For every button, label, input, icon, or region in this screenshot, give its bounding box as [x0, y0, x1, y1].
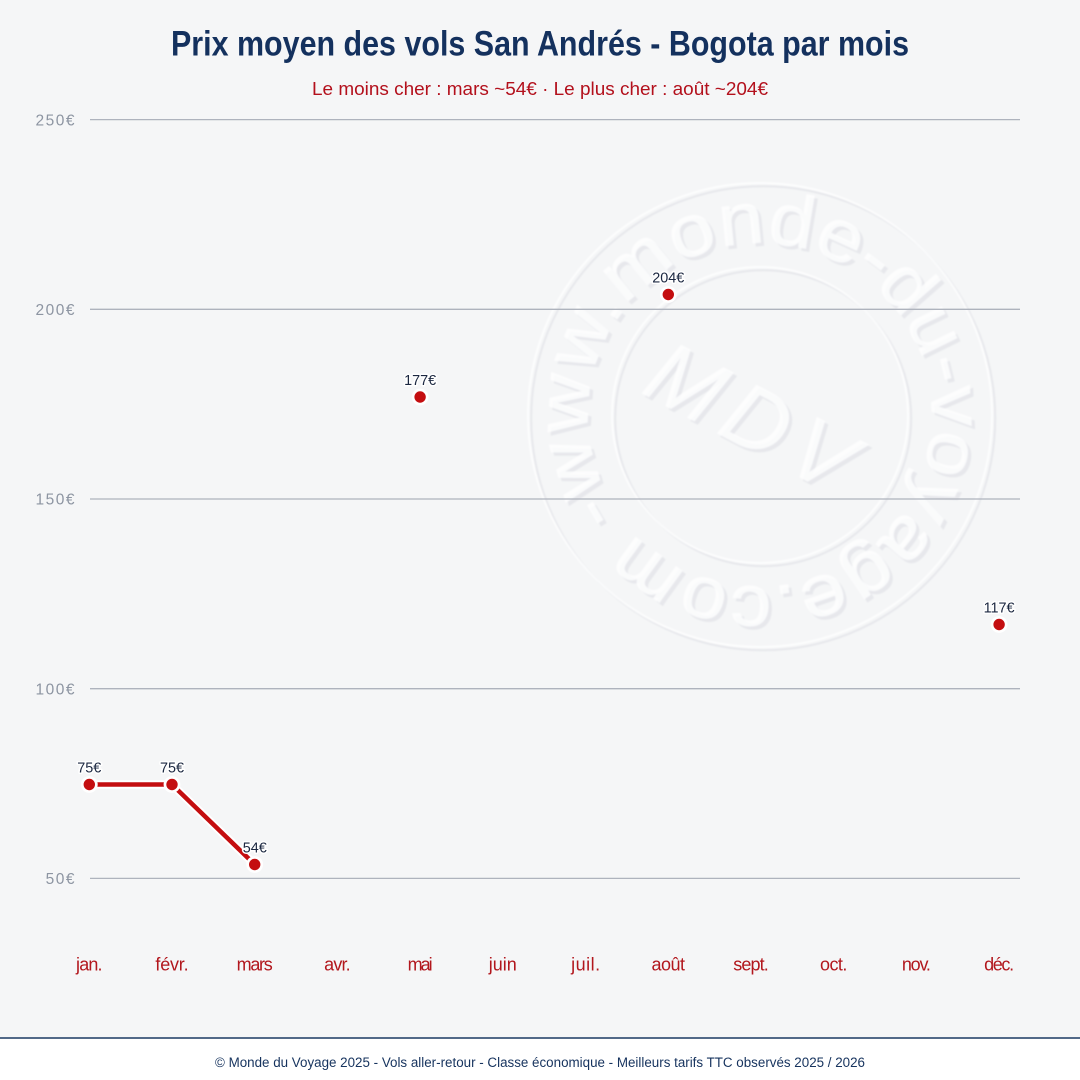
svg-text:avr.: avr. — [324, 954, 351, 974]
svg-text:déc.: déc. — [984, 954, 1014, 974]
svg-text:50€: 50€ — [46, 871, 76, 888]
svg-text:75€: 75€ — [160, 761, 184, 777]
svg-text:juil.: juil. — [570, 954, 600, 974]
svg-text:200€: 200€ — [36, 302, 76, 319]
svg-text:204€: 204€ — [652, 271, 684, 287]
svg-text:75€: 75€ — [77, 761, 101, 777]
svg-text:août: août — [652, 954, 686, 974]
svg-text:nov.: nov. — [902, 954, 931, 974]
svg-text:févr.: févr. — [155, 954, 188, 974]
svg-text:jan.: jan. — [75, 954, 103, 974]
svg-text:© Monde du Voyage 2025 - Vols: © Monde du Voyage 2025 - Vols aller-reto… — [215, 1055, 865, 1070]
svg-text:Le moins cher : mars ~54€ · Le: Le moins cher : mars ~54€ · Le plus cher… — [312, 78, 769, 99]
svg-text:117€: 117€ — [984, 601, 1015, 617]
svg-text:177€: 177€ — [404, 373, 436, 389]
svg-text:250€: 250€ — [36, 112, 76, 129]
svg-text:100€: 100€ — [36, 681, 76, 698]
svg-text:Prix moyen des vols San Andrés: Prix moyen des vols San Andrés - Bogota … — [171, 24, 909, 64]
svg-text:mars: mars — [237, 954, 273, 974]
svg-text:juin: juin — [488, 954, 517, 974]
svg-text:mai: mai — [408, 954, 433, 974]
svg-text:150€: 150€ — [36, 492, 76, 509]
svg-text:sept.: sept. — [733, 954, 769, 974]
svg-text:oct.: oct. — [820, 954, 848, 974]
svg-text:54€: 54€ — [243, 841, 267, 857]
